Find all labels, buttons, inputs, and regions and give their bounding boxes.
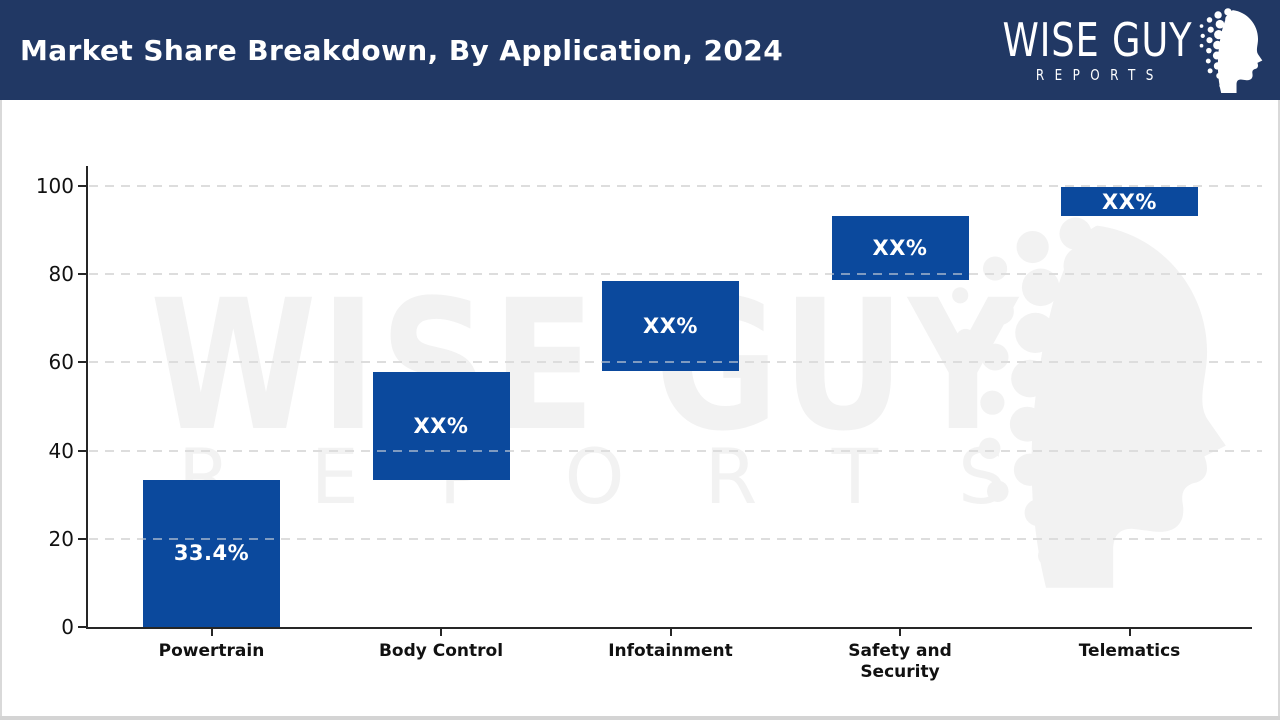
x-tick-label-safety-and-security: Safety and Security xyxy=(848,641,952,682)
brand-logo: WISE GUY REPORTS xyxy=(955,6,1268,94)
y-tick-40 xyxy=(78,449,86,452)
x-tick-label-infotainment: Infotainment xyxy=(608,641,733,661)
gridline-overlay-40 xyxy=(89,449,1262,452)
y-tick-label-60: 60 xyxy=(48,350,74,375)
logo-subtext: REPORTS xyxy=(1035,66,1164,84)
bar-label-safety-and-security: XX% xyxy=(872,236,928,261)
x-tick-label-body-control: Body Control xyxy=(378,641,504,661)
logo-wordmark: WISE GUY xyxy=(1002,13,1192,67)
page-edge-right xyxy=(1278,100,1280,716)
bar-infotainment: XX% xyxy=(602,281,739,372)
y-tick-100 xyxy=(78,185,86,187)
x-tick-safety-and-security xyxy=(899,629,901,636)
y-tick-label-80: 80 xyxy=(48,262,74,287)
x-tick-label-telematics: Telematics xyxy=(1078,641,1181,661)
gridline-overlay-60 xyxy=(89,361,1262,364)
header: Market Share Breakdown, By Application, … xyxy=(0,0,1280,100)
x-tick-body-control xyxy=(440,629,442,636)
watermark-face-icon xyxy=(928,212,1250,588)
y-tick-0 xyxy=(78,626,86,628)
logo-face-icon xyxy=(1194,7,1268,93)
gridline-overlay-80 xyxy=(89,273,1262,276)
bar-body-control: XX% xyxy=(372,372,510,480)
y-axis-line xyxy=(86,166,88,629)
y-tick-label-20: 20 xyxy=(48,526,74,551)
bar-powertrain: 33.4% xyxy=(143,479,280,627)
logo-text: WISE GUY REPORTS xyxy=(1002,16,1192,84)
x-tick-powertrain xyxy=(210,629,213,636)
y-tick-label-0: 0 xyxy=(61,615,74,639)
gridline-overlay-20 xyxy=(89,537,1262,540)
bar-label-telematics: XX% xyxy=(1102,189,1157,214)
y-tick-60 xyxy=(78,361,86,364)
chart-area: WISE GUY REPORTS 33.4% XX% XX% XX% XX% 0 20 40 6… xyxy=(0,100,1280,716)
bar-label-infotainment: XX% xyxy=(643,314,698,339)
x-axis-line xyxy=(86,627,1252,629)
page-edge-bottom xyxy=(0,716,1280,720)
y-tick-20 xyxy=(78,537,86,540)
bar-label-powertrain: 33.4% xyxy=(173,541,250,566)
bar-label-body-control: XX% xyxy=(413,413,469,438)
watermark-subtext: REPORTS xyxy=(178,432,1087,521)
gridline-overlay-100 xyxy=(89,185,1262,187)
x-tick-label-powertrain: Powertrain xyxy=(158,641,265,661)
bar-safety-and-security: XX% xyxy=(831,216,969,281)
y-tick-80 xyxy=(78,273,86,276)
page-edge-left xyxy=(0,100,2,716)
y-tick-label-40: 40 xyxy=(48,438,74,463)
y-tick-label-100: 100 xyxy=(35,174,74,198)
x-tick-infotainment xyxy=(669,629,672,636)
chart-title: Market Share Breakdown, By Application, … xyxy=(20,33,784,67)
x-tick-telematics xyxy=(1128,629,1131,636)
watermark-wordmark: WISE GUY xyxy=(150,262,1022,471)
bar-telematics: XX% xyxy=(1061,186,1198,217)
